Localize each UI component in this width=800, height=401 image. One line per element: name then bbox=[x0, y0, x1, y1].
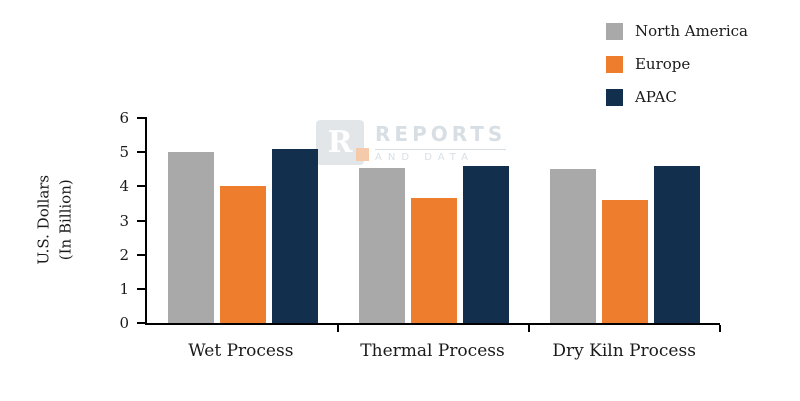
y-axis-tick bbox=[137, 185, 147, 188]
y-axis-tick-label: 6 bbox=[119, 109, 129, 127]
y-axis-tick bbox=[137, 287, 147, 290]
plot-area: 0 1 2 3 4 5 6 bbox=[119, 109, 721, 332]
legend-item-apac: APAC bbox=[605, 88, 748, 106]
watermark-line1: REPORTS bbox=[375, 122, 507, 146]
watermark-line2: AND DATA bbox=[375, 149, 507, 163]
x-axis-tick bbox=[336, 325, 339, 332]
bar-apac bbox=[271, 148, 318, 323]
y-axis-tick bbox=[137, 219, 147, 222]
bar-europe bbox=[601, 200, 648, 323]
y-axis-tick-label: 2 bbox=[119, 245, 129, 264]
bar-group-thermal-process bbox=[338, 118, 529, 323]
y-axis-tick bbox=[137, 117, 147, 119]
bar-group-dry-kiln-process bbox=[529, 118, 720, 323]
watermark-logo-icon: R bbox=[316, 120, 369, 165]
bar-north-america bbox=[549, 169, 596, 323]
y-axis-title-line1: U.S. Dollars bbox=[34, 174, 53, 265]
x-axis-category-label: Thermal Process bbox=[360, 341, 505, 361]
legend: North America Europe APAC bbox=[605, 22, 748, 106]
x-axis-category-label: Dry Kiln Process bbox=[552, 341, 696, 361]
bar-north-america bbox=[358, 167, 405, 323]
y-axis-tick-label: 3 bbox=[119, 211, 129, 230]
y-axis-tick-label: 1 bbox=[119, 279, 129, 298]
legend-label: Europe bbox=[634, 55, 691, 73]
x-axis-tick bbox=[527, 325, 530, 332]
legend-label: North America bbox=[634, 22, 748, 40]
bar-apac bbox=[653, 165, 700, 323]
x-axis-tick bbox=[719, 325, 721, 332]
y-axis-tick bbox=[137, 253, 147, 256]
y-axis-title-line2: (In Billion) bbox=[56, 179, 74, 261]
legend-swatch-icon bbox=[605, 22, 623, 40]
bar-north-america bbox=[167, 152, 214, 323]
y-axis-tick bbox=[137, 151, 147, 154]
x-axis-category-label: Wet Process bbox=[188, 341, 294, 361]
legend-swatch-icon bbox=[605, 88, 623, 106]
y-axis-title: U.S. Dollars (In Billion) bbox=[33, 110, 77, 330]
legend-item-north-america: North America bbox=[605, 22, 748, 40]
y-axis-tick bbox=[137, 322, 147, 324]
bar-europe bbox=[410, 198, 457, 323]
legend-item-europe: Europe bbox=[605, 55, 748, 73]
watermark-text: REPORTS AND DATA bbox=[375, 122, 507, 163]
y-axis-tick-label: 0 bbox=[119, 314, 129, 332]
bar-group-wet-process bbox=[147, 118, 338, 323]
legend-swatch-icon bbox=[605, 55, 623, 73]
y-axis-tick-label: 5 bbox=[119, 143, 129, 162]
bars-layer bbox=[147, 118, 720, 323]
y-axis-tick-label: 4 bbox=[119, 177, 129, 196]
bar-apac bbox=[462, 165, 509, 323]
bar-europe bbox=[219, 186, 266, 323]
x-axis-labels: Wet Process Thermal Process Dry Kiln Proce… bbox=[145, 341, 720, 361]
watermark: R REPORTS AND DATA bbox=[316, 120, 507, 165]
legend-label: APAC bbox=[634, 88, 677, 106]
